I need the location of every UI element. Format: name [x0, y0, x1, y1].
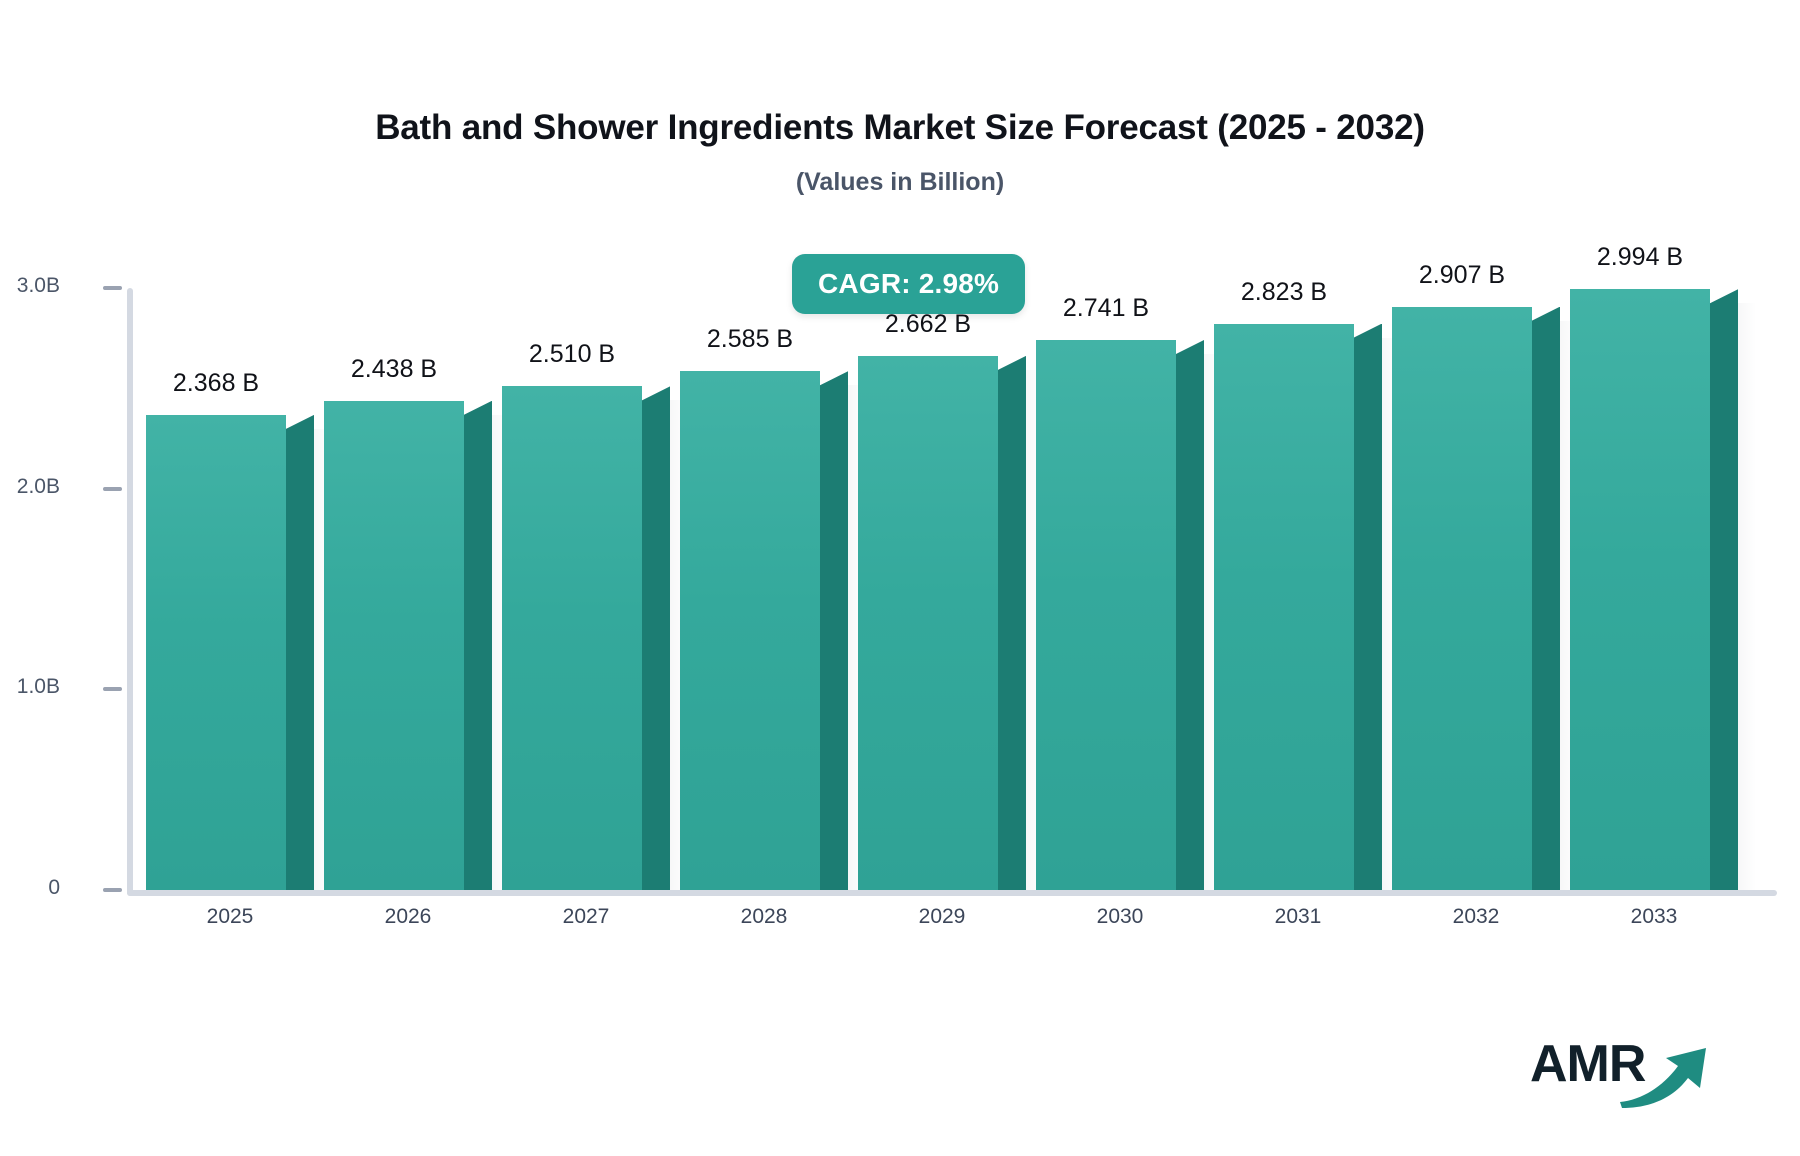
x-axis-tick-label: 2029	[918, 905, 966, 928]
bar-2027[interactable]	[502, 386, 688, 890]
x-axis-tick-label: 2030	[1096, 905, 1144, 928]
bar-side-panel	[464, 400, 492, 890]
bar-value-label: 2.823 B	[1240, 277, 1328, 306]
y-axis-tick-label: 0	[48, 876, 60, 899]
bar-front-face	[502, 386, 642, 890]
bar-2030[interactable]	[1036, 339, 1222, 890]
chart-subtitle: (Values in Billion)	[795, 168, 1005, 196]
bar-2032[interactable]	[1392, 306, 1578, 890]
bar-side-panel	[998, 355, 1026, 890]
x-axis-tick-label: 2025	[206, 905, 254, 928]
x-axis-line	[127, 890, 1777, 896]
bar-value-label: 2.662 B	[884, 309, 972, 338]
y-axis-tick-mark	[103, 486, 122, 491]
y-axis-tick-mark	[103, 286, 122, 290]
bar-value-label: 2.510 B	[528, 340, 616, 369]
bar-front-face	[146, 414, 286, 890]
bar-front-face	[858, 355, 998, 890]
bar-2026[interactable]	[324, 400, 510, 890]
cagr-badge[interactable]: CAGR: 2.98%	[792, 254, 1026, 314]
bar-value-label: 2.585 B	[706, 325, 794, 354]
bar-side-panel	[1176, 339, 1204, 890]
bar-front-face	[1392, 306, 1532, 890]
bar-front-face	[680, 371, 820, 890]
bar-side-panel	[286, 414, 314, 890]
y-axis-tick-label: 1.0B	[16, 675, 60, 699]
bar-front-face	[1570, 289, 1710, 890]
bar-side-panel	[1354, 323, 1382, 890]
bar-front-face	[1036, 339, 1176, 890]
x-axis-tick-label: 2028	[740, 905, 788, 928]
y-axis-tick-mark	[103, 687, 122, 692]
bar-2025[interactable]	[146, 414, 332, 890]
amr-logo-text: AMR	[1530, 1035, 1646, 1093]
bar-2031[interactable]	[1214, 323, 1400, 890]
bar-value-label: 2.368 B	[172, 368, 260, 397]
x-axis-tick-label: 2031	[1274, 905, 1322, 928]
chart-title: Bath and Shower Ingredients Market Size …	[375, 108, 1425, 147]
y-axis-tick-mark	[103, 888, 122, 892]
x-axis-tick-label: 2032	[1452, 905, 1500, 928]
bar-2028[interactable]	[680, 371, 866, 890]
bar-value-label: 2.994 B	[1596, 243, 1684, 272]
bar-front-face	[1214, 323, 1354, 890]
x-axis-tick-label: 2026	[384, 905, 432, 928]
bar-2033[interactable]	[1570, 289, 1756, 890]
growth-arrow-icon	[1620, 1048, 1706, 1108]
amr-logo: AMR	[1530, 1036, 1720, 1108]
bar-side-panel	[820, 371, 848, 890]
bar-side-panel	[1532, 306, 1560, 890]
bar-side-panel	[1710, 289, 1738, 890]
y-axis-tick-label: 2.0B	[16, 474, 60, 498]
x-axis-tick-label: 2027	[562, 905, 610, 928]
bar-value-label: 2.907 B	[1418, 260, 1506, 289]
bar-front-face	[324, 400, 464, 890]
bar-value-label: 2.741 B	[1062, 293, 1150, 322]
y-axis-line	[127, 288, 133, 896]
bar-2029[interactable]	[858, 355, 1044, 890]
x-axis-tick-label: 2033	[1630, 905, 1678, 928]
y-axis-tick-label: 3.0B	[16, 274, 60, 297]
bar-value-label: 2.438 B	[350, 354, 438, 383]
bar-side-panel	[642, 386, 670, 890]
